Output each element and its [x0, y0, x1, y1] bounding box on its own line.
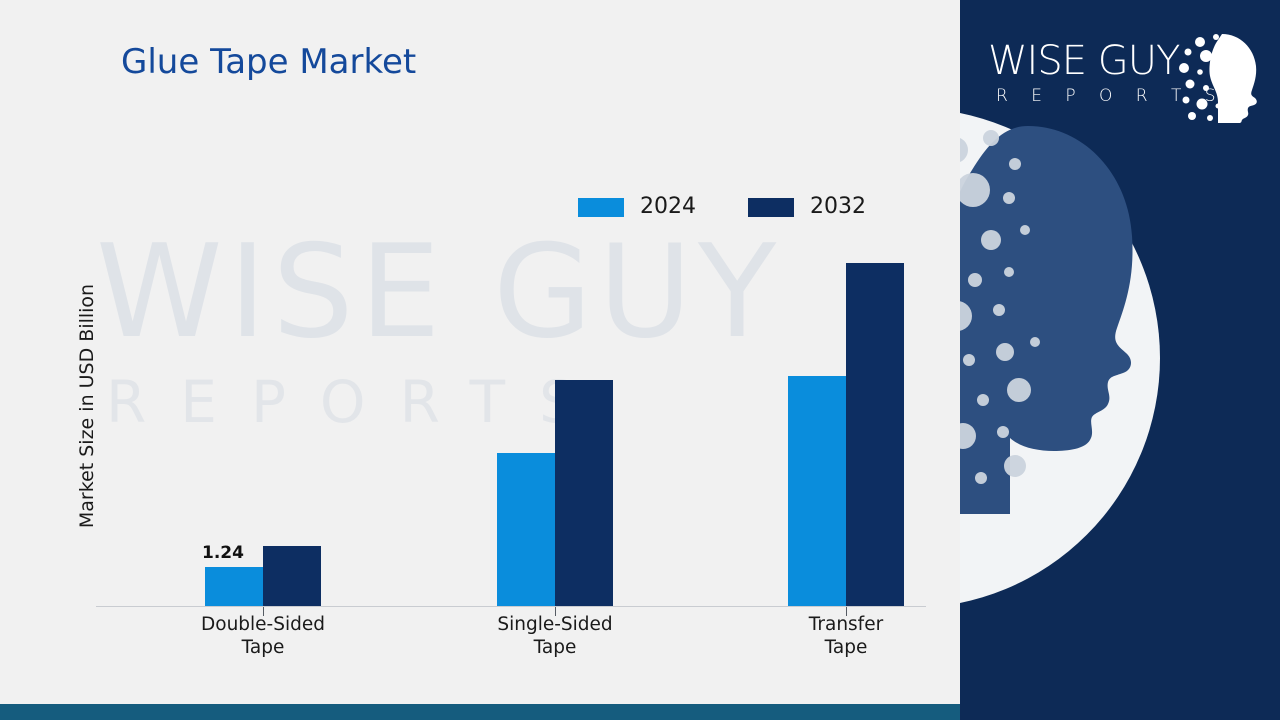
legend-swatch-2024: [578, 197, 624, 217]
plot-area: 1.24 Double-Sided Tape Single-Sided Tape Tra…: [96, 262, 926, 659]
bar-single-sided-tape-2032: [555, 380, 613, 606]
legend-label-2032: 2032: [810, 194, 866, 219]
bar-transfer-tape-2024: [788, 376, 846, 606]
x-axis-category-label: Double-Sided Tape: [201, 614, 325, 659]
bar-value-label: 1.24: [202, 542, 244, 563]
x-axis-category-label: Transfer Tape: [808, 614, 884, 659]
head-profile-icon: [960, 126, 1133, 514]
logo-reports-text: R E P O R T S: [996, 86, 1225, 106]
x-axis-line: [96, 606, 926, 607]
chart-legend: 2024 2032: [578, 196, 866, 218]
legend-item-2032[interactable]: 2032: [748, 196, 866, 218]
x-axis-category-label: Single-Sided Tape: [497, 614, 613, 659]
bar-single-sided-tape-2024: [497, 453, 555, 606]
x-axis-tick: [263, 607, 264, 616]
page-title: Glue Tape Market: [121, 42, 417, 82]
bar-double-sided-tape-2032: [263, 546, 321, 606]
legend-label-2024: 2024: [640, 194, 696, 219]
brand-panel: [960, 0, 1280, 720]
x-axis-tick: [555, 607, 556, 616]
y-axis-label: Market Size in USD Billion: [76, 283, 98, 529]
legend-item-2024[interactable]: 2024: [578, 196, 696, 218]
logo-head-profile-icon: [1179, 34, 1257, 123]
brand-logo: WISE GUY R E P O R T S: [988, 34, 1260, 123]
x-axis-tick: [846, 607, 847, 616]
bar-double-sided-tape-2024: [205, 566, 263, 606]
logo-wiseguy-text: WISE GUY: [988, 38, 1180, 84]
bottom-accent-strip: [0, 704, 960, 720]
dot-network-icon: [960, 130, 1040, 484]
bar-transfer-tape-2032: [846, 262, 904, 606]
legend-swatch-2032: [748, 197, 794, 217]
